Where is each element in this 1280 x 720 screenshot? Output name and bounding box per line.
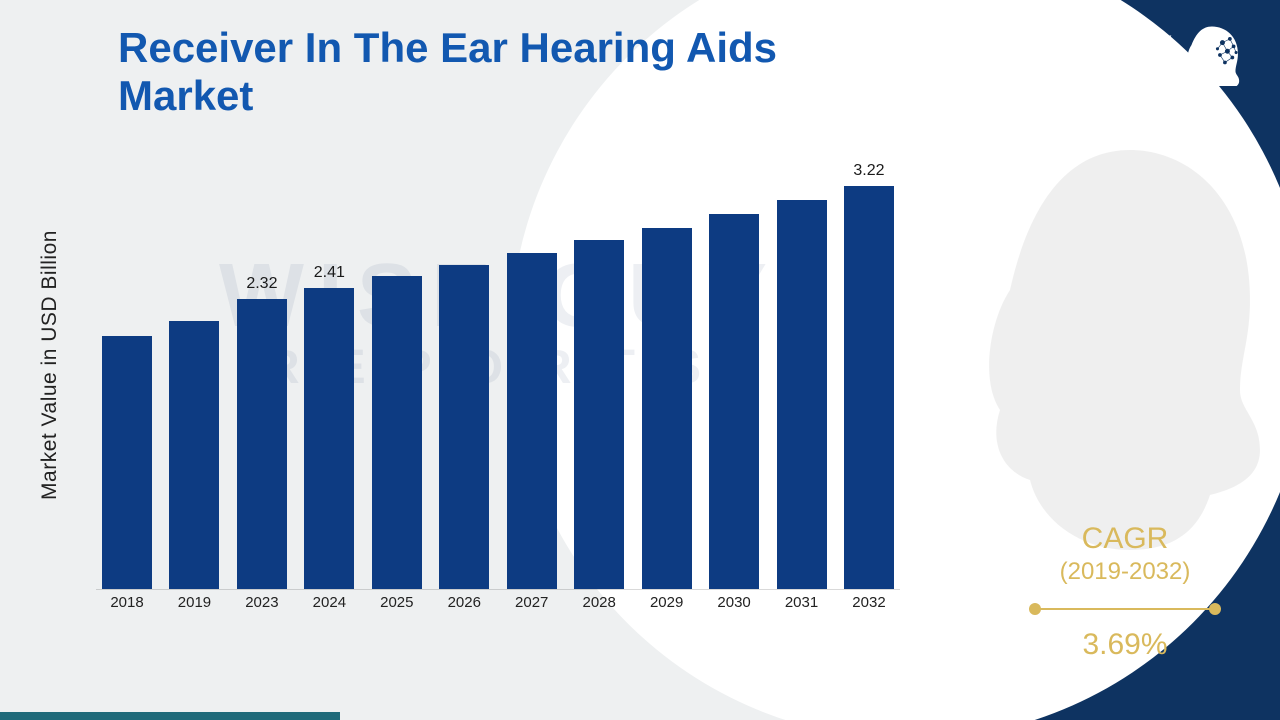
bars-container: 2.32 2.41 3.22	[96, 140, 900, 589]
bar	[439, 265, 489, 589]
x-tick-label: 2030	[709, 594, 759, 611]
brand-logo: WISE GUY REPORTS	[1008, 24, 1246, 86]
y-axis-label: Market Value in USD Billion	[38, 120, 62, 610]
bar	[507, 253, 557, 589]
bar-column	[777, 176, 827, 589]
bar-column: 3.22	[844, 162, 894, 589]
x-tick-label: 2024	[304, 594, 354, 611]
chart-area: Market Value in USD Billion 2.322.413.22…	[60, 140, 900, 630]
bar	[709, 214, 759, 589]
bar	[574, 240, 624, 589]
x-tick-label: 2023	[237, 594, 287, 611]
cagr-title: CAGR	[1010, 522, 1240, 556]
page-root: WISE GUY REPORTS Receiver In The Ear Hea…	[0, 0, 1280, 720]
bar	[642, 228, 692, 589]
cagr-divider	[1035, 608, 1215, 610]
x-tick-label: 2027	[507, 594, 557, 611]
bar-column	[169, 297, 219, 589]
bar-column	[574, 216, 624, 589]
bar	[844, 186, 894, 589]
bar	[777, 200, 827, 589]
brand-line2: REPORTS	[1008, 64, 1174, 79]
bar-column	[709, 190, 759, 589]
x-ticks: 2018 2019 2023 2024 2025 2026 2027 2028 2029 2030…	[96, 594, 900, 611]
bar-column	[507, 229, 557, 589]
x-tick-label: 2018	[102, 594, 152, 611]
bottom-accent-bar	[0, 712, 340, 720]
brand-head-icon	[1184, 24, 1246, 86]
bar	[304, 288, 354, 589]
x-tick-label: 2025	[372, 594, 422, 611]
brand-line1: WISE GUY	[1008, 32, 1174, 62]
x-tick-label: 2029	[642, 594, 692, 611]
cagr-panel: CAGR (2019-2032) 3.69%	[1010, 522, 1240, 662]
bar	[237, 299, 287, 589]
bar-column	[642, 204, 692, 589]
bar-column	[439, 241, 489, 589]
bar-value-label: 3.22	[853, 162, 884, 180]
x-tick-label: 2026	[439, 594, 489, 611]
chart-title: Receiver In The Ear Hearing Aids Market	[118, 24, 818, 121]
plot-region: 2.32 2.41 3.22	[96, 140, 900, 590]
bar	[169, 321, 219, 589]
x-tick-label: 2031	[777, 594, 827, 611]
cagr-range: (2019-2032)	[1010, 558, 1240, 586]
bar-column	[102, 312, 152, 589]
x-tick-label: 2019	[169, 594, 219, 611]
brand-text: WISE GUY REPORTS	[1008, 32, 1174, 79]
x-tick-label: 2032	[844, 594, 894, 611]
bar	[102, 336, 152, 589]
bar-column: 2.41	[304, 264, 354, 589]
bar-column: 2.32	[237, 275, 287, 589]
cagr-value: 3.69%	[1010, 628, 1240, 662]
bar-value-label: 2.41	[314, 264, 345, 282]
bar	[372, 276, 422, 589]
x-tick-label: 2028	[574, 594, 624, 611]
bar-column	[372, 252, 422, 589]
bar-value-label: 2.32	[246, 275, 277, 293]
